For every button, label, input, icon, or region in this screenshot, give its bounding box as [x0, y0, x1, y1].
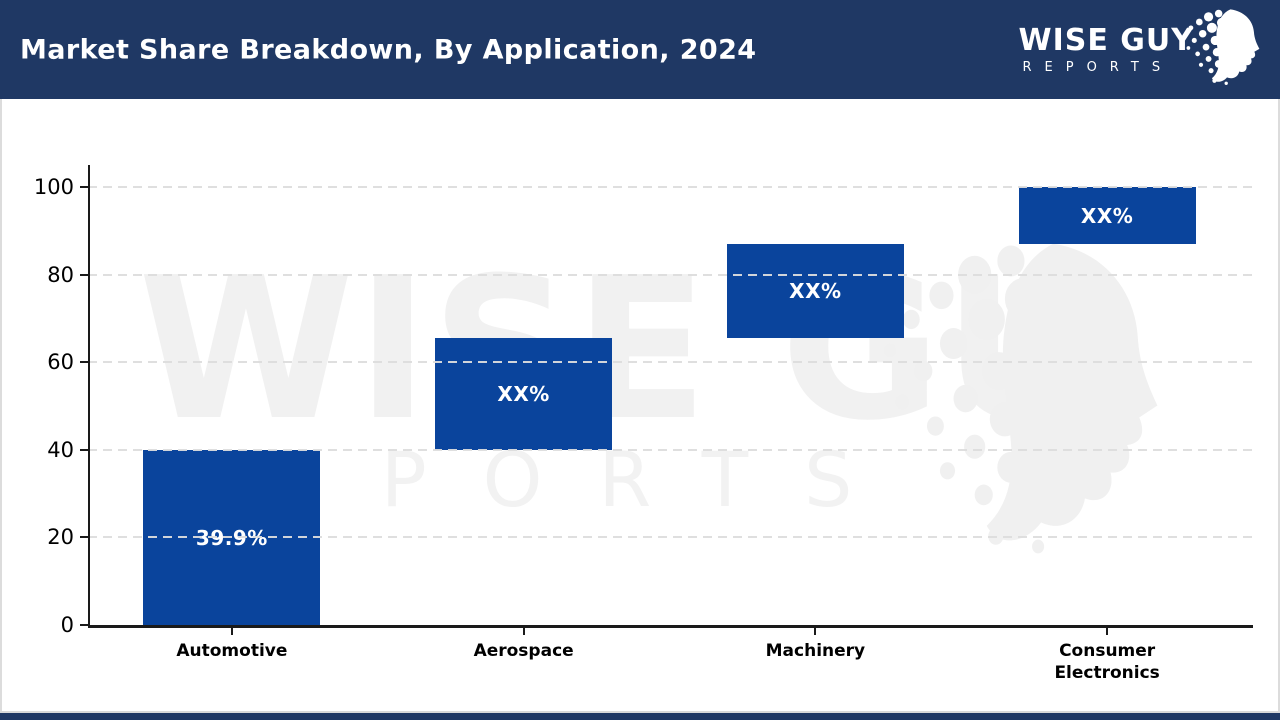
x-axis — [88, 625, 1253, 628]
header: Market Share Breakdown, By Application, … — [0, 0, 1280, 99]
brand-name: WISE GUY — [1018, 22, 1194, 58]
y-tick-label: 100 — [33, 175, 74, 199]
page-title: Market Share Breakdown, By Application, … — [20, 34, 757, 65]
wiseguy-head-icon — [1183, 9, 1260, 85]
brand-logo: WISE GUY REPORTS — [1018, 9, 1268, 90]
bar-machinery[interactable]: XX% — [726, 244, 904, 339]
bar-value-label: XX% — [789, 279, 842, 304]
category-label-text: Machinery — [765, 641, 866, 661]
category-label-consumer-electronics: Consumer Electronics — [1012, 640, 1202, 684]
brand-text: WISE GUY REPORTS — [1018, 22, 1194, 75]
bar-value-label: XX% — [497, 382, 550, 407]
y-tick — [80, 624, 88, 626]
h-gridline-40 — [88, 448, 1253, 451]
category-label-aerospace: Aerospace — [429, 640, 619, 662]
bar-consumer-electronics[interactable]: XX% — [1018, 187, 1196, 245]
y-tick-label: 40 — [47, 437, 74, 462]
y-tick — [80, 448, 88, 451]
category-label-text: Consumer Electronics — [1054, 641, 1160, 683]
left-edge-border — [0, 99, 2, 711]
y-axis — [88, 165, 90, 628]
h-gridline-80 — [88, 273, 1253, 276]
h-gridline-20 — [88, 536, 1253, 539]
y-tick-label: 0 — [60, 613, 74, 637]
bar-value-label: XX% — [1080, 203, 1134, 228]
category-label-automotive: Automotive — [137, 640, 327, 662]
category-label-text: Aerospace — [473, 641, 574, 661]
category-label-machinery: Machinery — [720, 640, 910, 662]
y-tick-label: 20 — [47, 525, 74, 550]
y-tick — [80, 361, 88, 364]
right-edge-border — [1278, 99, 1280, 711]
y-tick — [80, 536, 88, 539]
h-gridline-100 — [88, 186, 1253, 188]
x-tick — [230, 628, 233, 635]
x-tick — [814, 628, 817, 635]
x-tick — [1106, 628, 1109, 635]
footer-bar — [0, 711, 1280, 720]
y-tick — [80, 186, 88, 188]
y-tick — [80, 273, 88, 276]
h-gridline-60 — [88, 361, 1253, 364]
y-tick-label: 80 — [47, 262, 74, 287]
x-tick — [522, 628, 525, 635]
y-tick-label: 60 — [47, 350, 74, 375]
brand-sub: REPORTS — [1022, 59, 1174, 75]
category-label-text: Automotive — [176, 641, 288, 661]
bar-aerospace[interactable]: XX% — [435, 338, 613, 451]
